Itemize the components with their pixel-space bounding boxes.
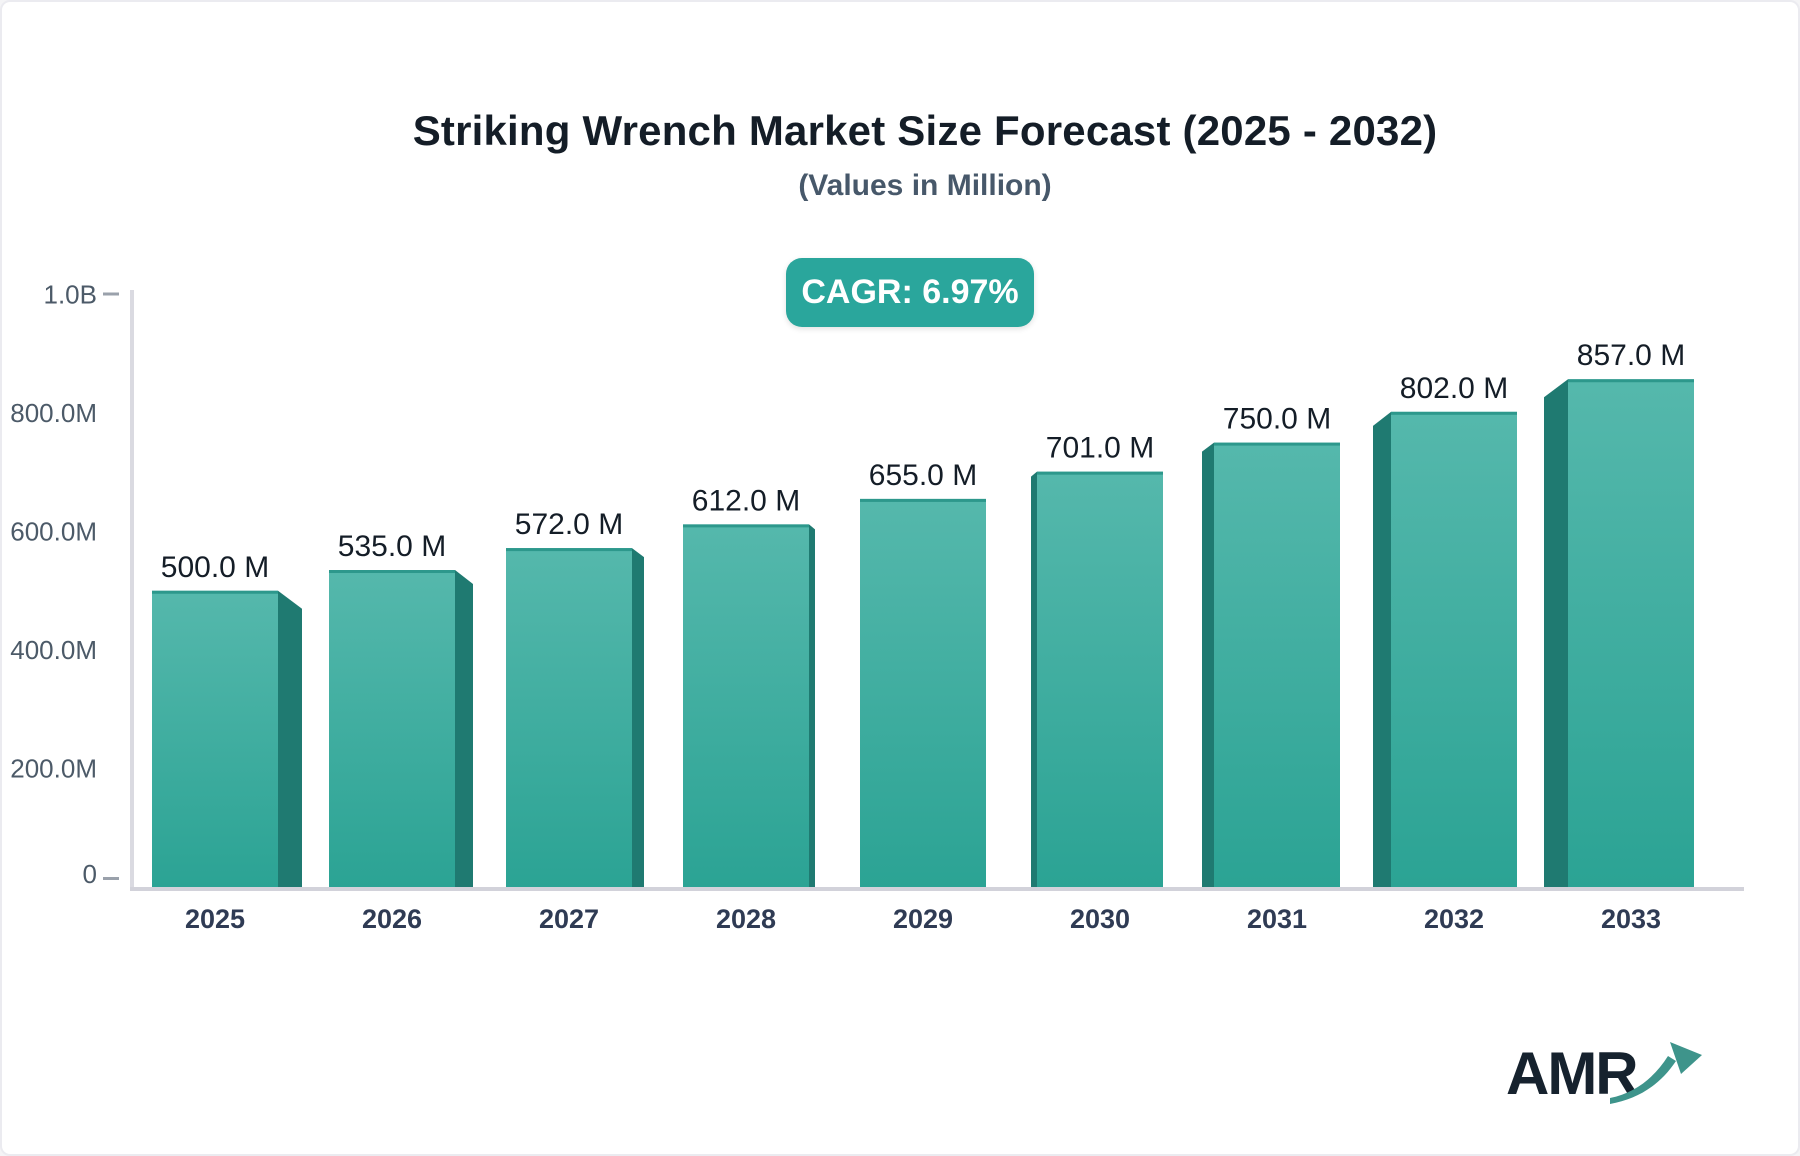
bar-value-label: 572.0 M [515, 508, 623, 541]
x-axis-label: 2027 [539, 904, 599, 934]
bar [506, 548, 632, 888]
bar-side-face [455, 570, 473, 888]
amr-logo-text: AMR [1506, 1040, 1639, 1107]
y-tick-label: 0 [83, 859, 97, 889]
bar-top-edge [506, 548, 632, 552]
x-axis-label: 2033 [1601, 904, 1661, 934]
bar [329, 570, 455, 888]
x-axis-label: 2031 [1247, 904, 1307, 934]
bar-top-edge [1568, 379, 1694, 383]
cagr-badge: CAGR: 6.97% [786, 258, 1034, 327]
bar-value-label: 750.0 M [1223, 403, 1331, 436]
bar-top-edge [1037, 471, 1163, 475]
y-axis-line [130, 290, 134, 891]
chart-subtitle: (Values in Million) [798, 169, 1052, 202]
bar-side-face [1544, 379, 1568, 888]
bar-value-label: 802.0 M [1400, 372, 1508, 405]
bar [860, 498, 986, 888]
y-tick-mark [103, 292, 119, 296]
bar [683, 524, 809, 888]
x-axis-label: 2032 [1424, 904, 1484, 934]
x-axis-label: 2025 [185, 904, 245, 934]
y-tick-label: 400.0M [10, 635, 97, 665]
bar-top-edge [860, 498, 986, 502]
x-axis-line [130, 887, 1744, 891]
bar-value-label: 655.0 M [869, 459, 977, 492]
amr-logo: AMR [1506, 1034, 1706, 1106]
bar [1568, 379, 1694, 888]
bar-top-edge [152, 590, 278, 594]
y-tick-label: 800.0M [10, 398, 97, 428]
bar [1391, 411, 1517, 888]
growth-arrow-icon [1610, 1042, 1702, 1104]
bar-top-edge [1391, 411, 1517, 415]
bar [1214, 442, 1340, 888]
x-axis-label: 2030 [1070, 904, 1130, 934]
bar-side-face [1373, 411, 1391, 888]
bar [1037, 471, 1163, 888]
bar-value-label: 612.0 M [692, 484, 800, 517]
bar-side-face [809, 524, 815, 888]
bar-top-edge [683, 524, 809, 528]
x-axis-label: 2028 [716, 904, 776, 934]
bar [152, 590, 278, 888]
chart-title: Striking Wrench Market Size Forecast (20… [412, 107, 1438, 154]
chart-header: Striking Wrench Market Size Forecast (20… [52, 107, 1798, 203]
y-tick-mark [103, 877, 119, 880]
bar-side-face [1202, 442, 1214, 888]
x-axis-label: 2026 [362, 904, 422, 934]
y-tick-label: 1.0B [44, 280, 98, 310]
bar-value-label: 857.0 M [1577, 339, 1685, 372]
bar-side-face [1031, 471, 1037, 888]
bar-value-label: 701.0 M [1046, 432, 1154, 465]
y-tick-label: 600.0M [10, 517, 97, 547]
x-axis-label: 2029 [893, 904, 953, 934]
bar-side-face [278, 590, 302, 888]
bar-value-label: 500.0 M [161, 551, 269, 584]
bar-value-label: 535.0 M [338, 530, 446, 563]
y-tick-label: 200.0M [10, 754, 97, 784]
bar-top-edge [329, 570, 455, 574]
bar-side-face [632, 548, 644, 888]
bar-top-edge [1214, 442, 1340, 446]
